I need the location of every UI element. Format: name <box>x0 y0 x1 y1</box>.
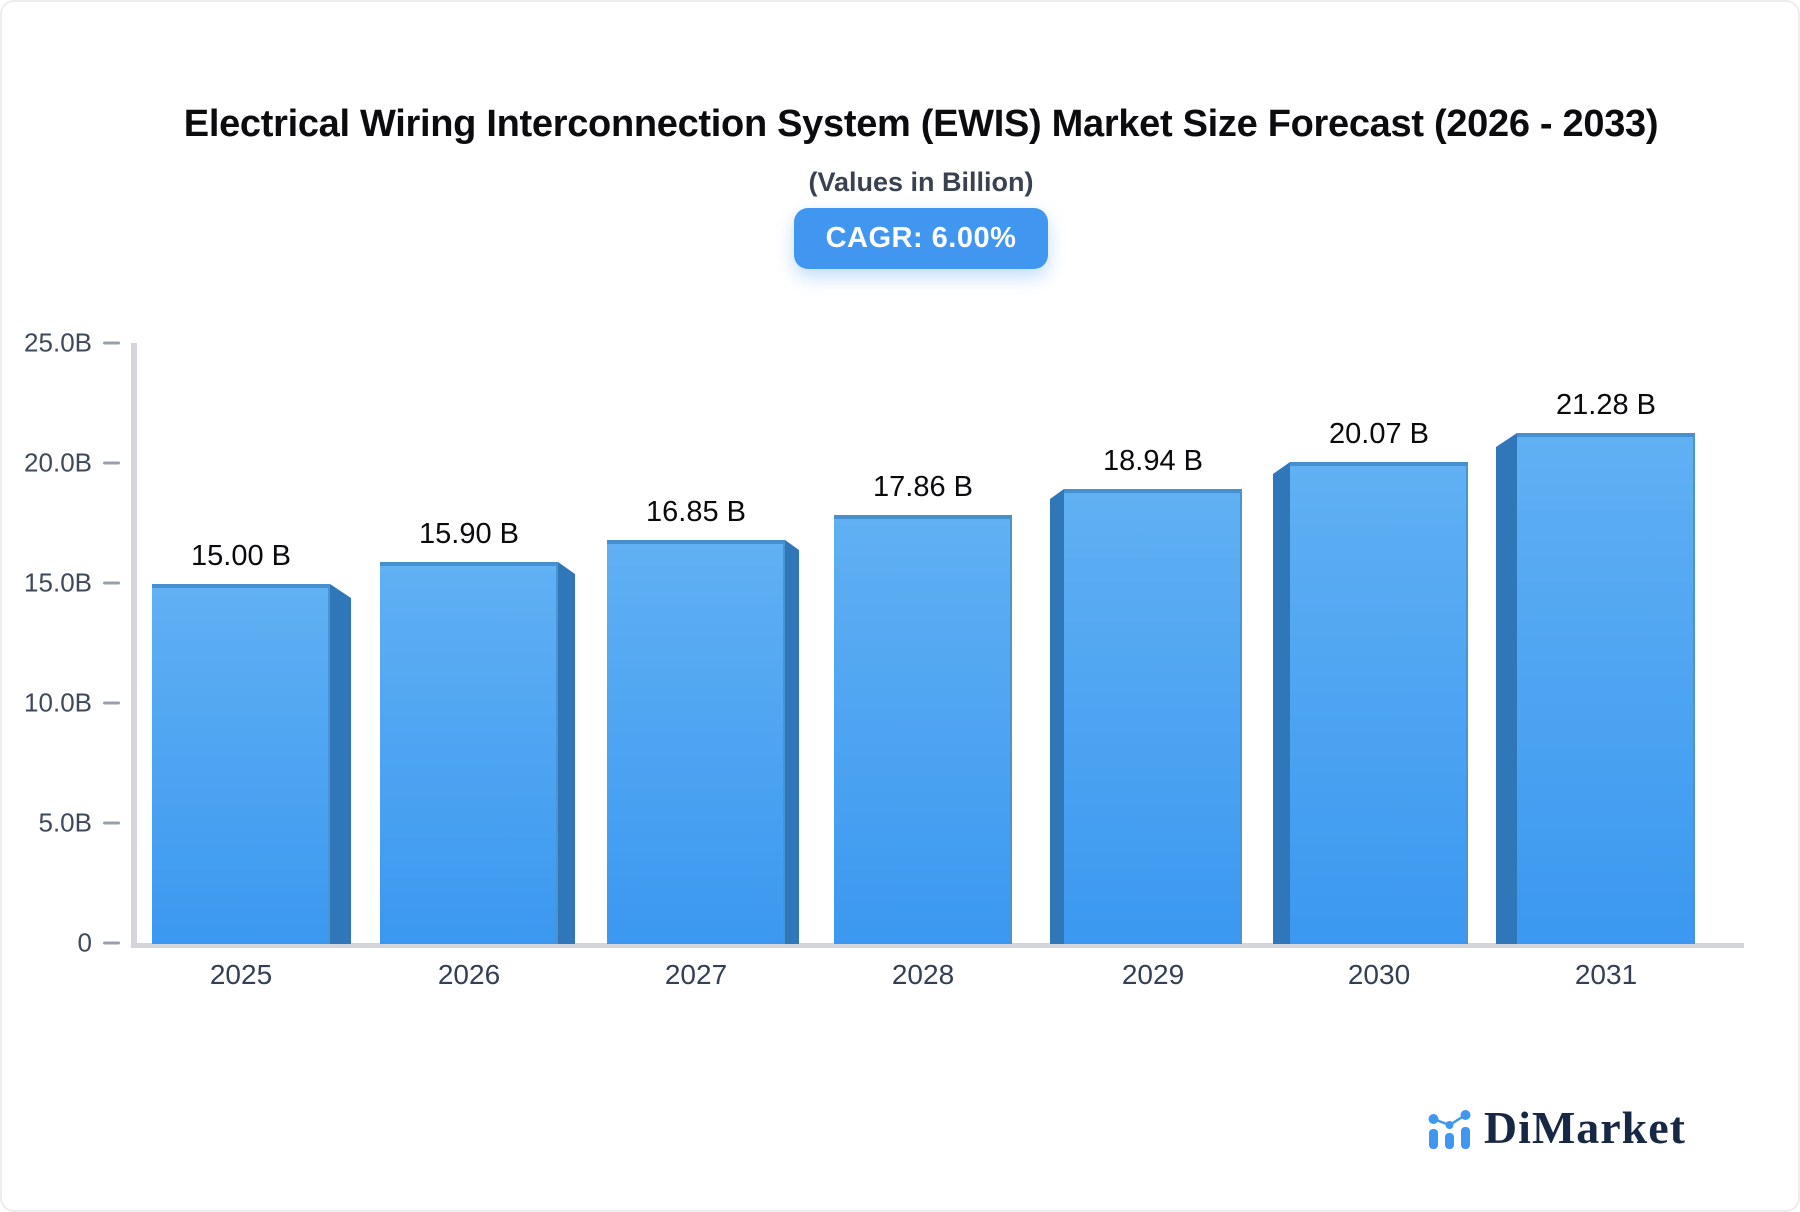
value-label-2030: 20.07 B <box>1329 418 1429 450</box>
x-label-2026: 2026 <box>437 959 501 990</box>
chart-title: Electrical Wiring Interconnection System… <box>183 103 1659 145</box>
y-tick-dash <box>103 461 120 465</box>
bar-2030[interactable] <box>1290 462 1468 944</box>
chart-subtitle: (Values in Billion) <box>808 166 1034 197</box>
bar-side-2029 <box>1050 489 1064 944</box>
bar-2026[interactable] <box>380 562 558 944</box>
mini-bar-chart-icon <box>1428 1109 1471 1149</box>
bar-2025[interactable] <box>152 584 330 944</box>
bar-side-2031 <box>1496 433 1517 944</box>
bar-side-2027 <box>785 540 799 944</box>
bar-side-2026 <box>558 562 575 944</box>
x-label-2025: 2025 <box>209 959 273 990</box>
y-axis-line <box>131 343 137 948</box>
bar-side-2030 <box>1273 462 1290 944</box>
value-label-2025: 15.00 B <box>191 540 291 572</box>
x-label-2028: 2028 <box>891 959 955 990</box>
y-tick-dash <box>103 581 120 585</box>
chart-header: Electrical Wiring Interconnection System… <box>2 94 1798 269</box>
y-tick-label: 15.0B <box>24 567 92 598</box>
value-label-2027: 16.85 B <box>646 496 746 528</box>
bar-2028[interactable] <box>834 515 1012 944</box>
value-label-2029: 18.94 B <box>1103 445 1203 477</box>
x-label-2027: 2027 <box>664 959 728 990</box>
y-tick-dash <box>103 941 120 945</box>
bar-2029[interactable] <box>1064 489 1242 944</box>
value-label-2031: 21.28 B <box>1556 389 1656 421</box>
bar-side-2025 <box>330 584 351 944</box>
y-tick-label: 0 <box>77 927 92 958</box>
y-tick-label: 25.0B <box>24 327 92 358</box>
bar-2031[interactable] <box>1517 433 1695 944</box>
brand-logo: DiMarket <box>1426 1101 1686 1154</box>
y-tick-label: 5.0B <box>38 807 93 838</box>
value-label-2028: 17.86 B <box>873 471 973 503</box>
y-tick-dash <box>103 701 120 705</box>
y-tick-label: 10.0B <box>24 687 92 718</box>
bar-2027[interactable] <box>607 540 785 944</box>
logo-text: DiMarket <box>1483 1102 1686 1153</box>
x-axis-line <box>131 943 1744 948</box>
value-label-2026: 15.90 B <box>419 518 519 550</box>
x-label-2030: 2030 <box>1347 959 1411 990</box>
x-label-2029: 2029 <box>1121 959 1185 990</box>
y-tick-dash <box>103 821 120 825</box>
cagr-badge: CAGR: 6.00% <box>793 207 1049 269</box>
y-tick-label: 20.0B <box>24 447 92 478</box>
x-label-2031: 2031 <box>1574 959 1638 990</box>
y-tick-dash <box>103 341 120 345</box>
